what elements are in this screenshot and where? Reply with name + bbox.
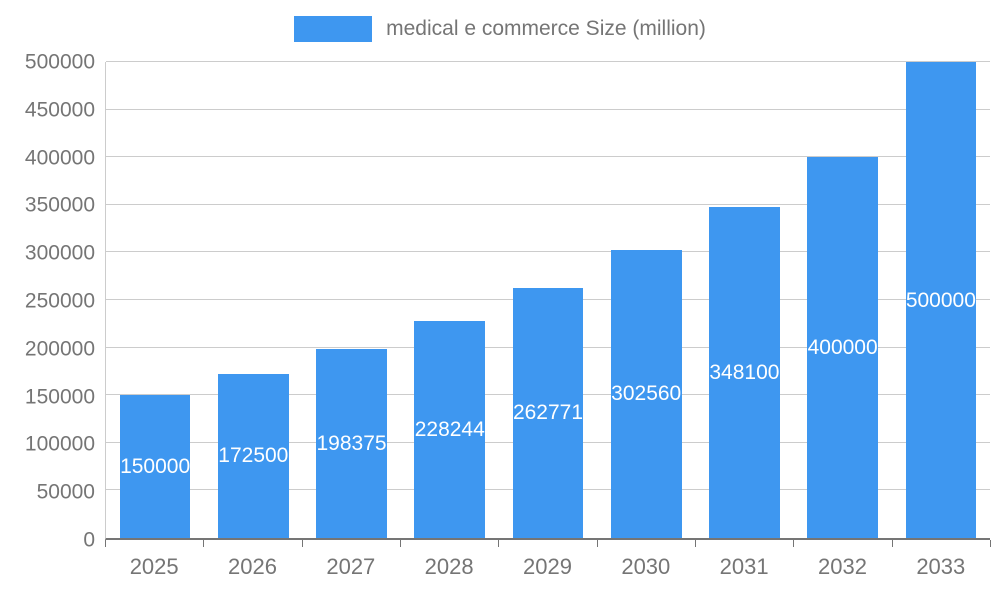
y-axis-tick-label: 50000 [36,480,95,504]
x-axis-tick-label: 2029 [523,554,572,579]
bar-2033[interactable]: 500000 [905,62,977,538]
bar-value-label: 348100 [709,360,780,384]
y-axis: 0 50000 100000 150000 200000 250000 300000 3500… [0,52,95,551]
x-axis-tick-mark [498,540,500,547]
bars-group: 150000 172500 198375 228244 262771 302560 3481… [106,62,990,538]
x-axis-tick-mark [990,540,991,547]
y-axis-tick-label: 200000 [24,337,95,361]
bar-value-label: 302560 [611,382,682,406]
gridline [106,156,990,158]
x-axis-tick-label: 2033 [916,554,966,579]
x-axis-tick-label: 2028 [424,554,474,579]
y-axis-tick-label: 250000 [24,289,95,313]
bar-2025[interactable]: 150000 [119,395,191,538]
bar-2031[interactable]: 348100 [709,206,780,538]
bar-slot: 198375 [302,62,400,538]
bar-2030[interactable]: 302560 [610,249,682,538]
x-axis-tick-label: 2031 [719,554,769,579]
bar-value-label: 400000 [807,336,878,360]
x-axis: 2025 2026 2027 2028 2029 2030 2031 2032 2033 [105,554,990,580]
x-axis-tick-label: 2026 [228,554,277,579]
bar-slot: 400000 [794,62,892,538]
x-axis-tick-mark [301,540,303,547]
gridline [106,108,990,110]
bar-value-label: 228244 [414,417,485,441]
chart-legend: medical e commerce Size (million) [0,16,1000,42]
bar-slot: 262771 [499,62,597,538]
y-axis-tick-label: 350000 [24,193,95,217]
y-axis-tick-label: 400000 [24,146,95,170]
x-axis-tick-mark [203,540,205,547]
x-axis-tick-mark [105,540,106,547]
bar-value-label: 262771 [512,401,584,425]
bar-2029[interactable]: 262771 [512,287,584,538]
bar-slot: 150000 [106,62,204,538]
bar-2032[interactable]: 400000 [807,157,878,538]
legend-swatch-icon [294,16,373,42]
x-axis-tick-label: 2030 [621,554,671,579]
x-axis-tick-label: 2032 [817,554,867,579]
bar-slot: 302560 [597,62,695,538]
gridline [106,61,990,62]
bar-value-label: 172500 [218,444,289,468]
x-axis-tick-label: 2025 [129,554,179,579]
bar-slot: 348100 [695,62,793,538]
bar-2026[interactable]: 172500 [217,373,289,538]
x-axis-tick-mark [695,540,696,547]
plot-area: 150000 172500 198375 228244 262771 302560 3481… [105,61,990,540]
bar-2028[interactable]: 228244 [414,320,486,538]
gridline [106,203,990,205]
y-axis-tick-label: 100000 [24,432,95,456]
x-axis-tick-mark [793,540,795,547]
x-axis-tick-label: 2027 [326,554,376,579]
gridline [106,251,990,253]
y-axis-tick-label: 500000 [24,50,95,74]
bar-2027[interactable]: 198375 [316,349,387,538]
x-axis-tick-mark [400,540,401,547]
x-axis-tick-mark [596,540,598,547]
y-axis-tick-label: 450000 [24,98,95,122]
y-axis-tick-label: 150000 [24,385,95,409]
y-axis-tick-label: 300000 [24,241,95,265]
bar-slot: 500000 [892,62,990,538]
bar-value-label: 150000 [120,455,191,479]
bar-value-label: 500000 [905,288,976,312]
bar-value-label: 198375 [316,432,387,456]
bar-slot: 228244 [401,62,499,538]
chart-title: medical e commerce Size (million) [386,17,706,40]
bar-slot: 172500 [204,62,302,538]
y-axis-tick-label: 0 [83,528,95,552]
x-axis-tick-mark [891,540,893,547]
